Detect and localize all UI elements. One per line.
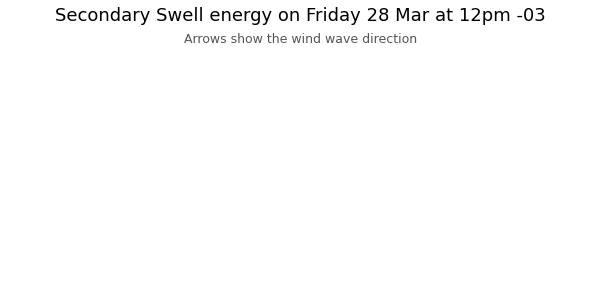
Text: Arrows show the wind wave direction: Arrows show the wind wave direction [184,33,417,46]
Text: Secondary Swell energy on Friday 28 Mar at 12pm -03: Secondary Swell energy on Friday 28 Mar … [55,7,546,25]
